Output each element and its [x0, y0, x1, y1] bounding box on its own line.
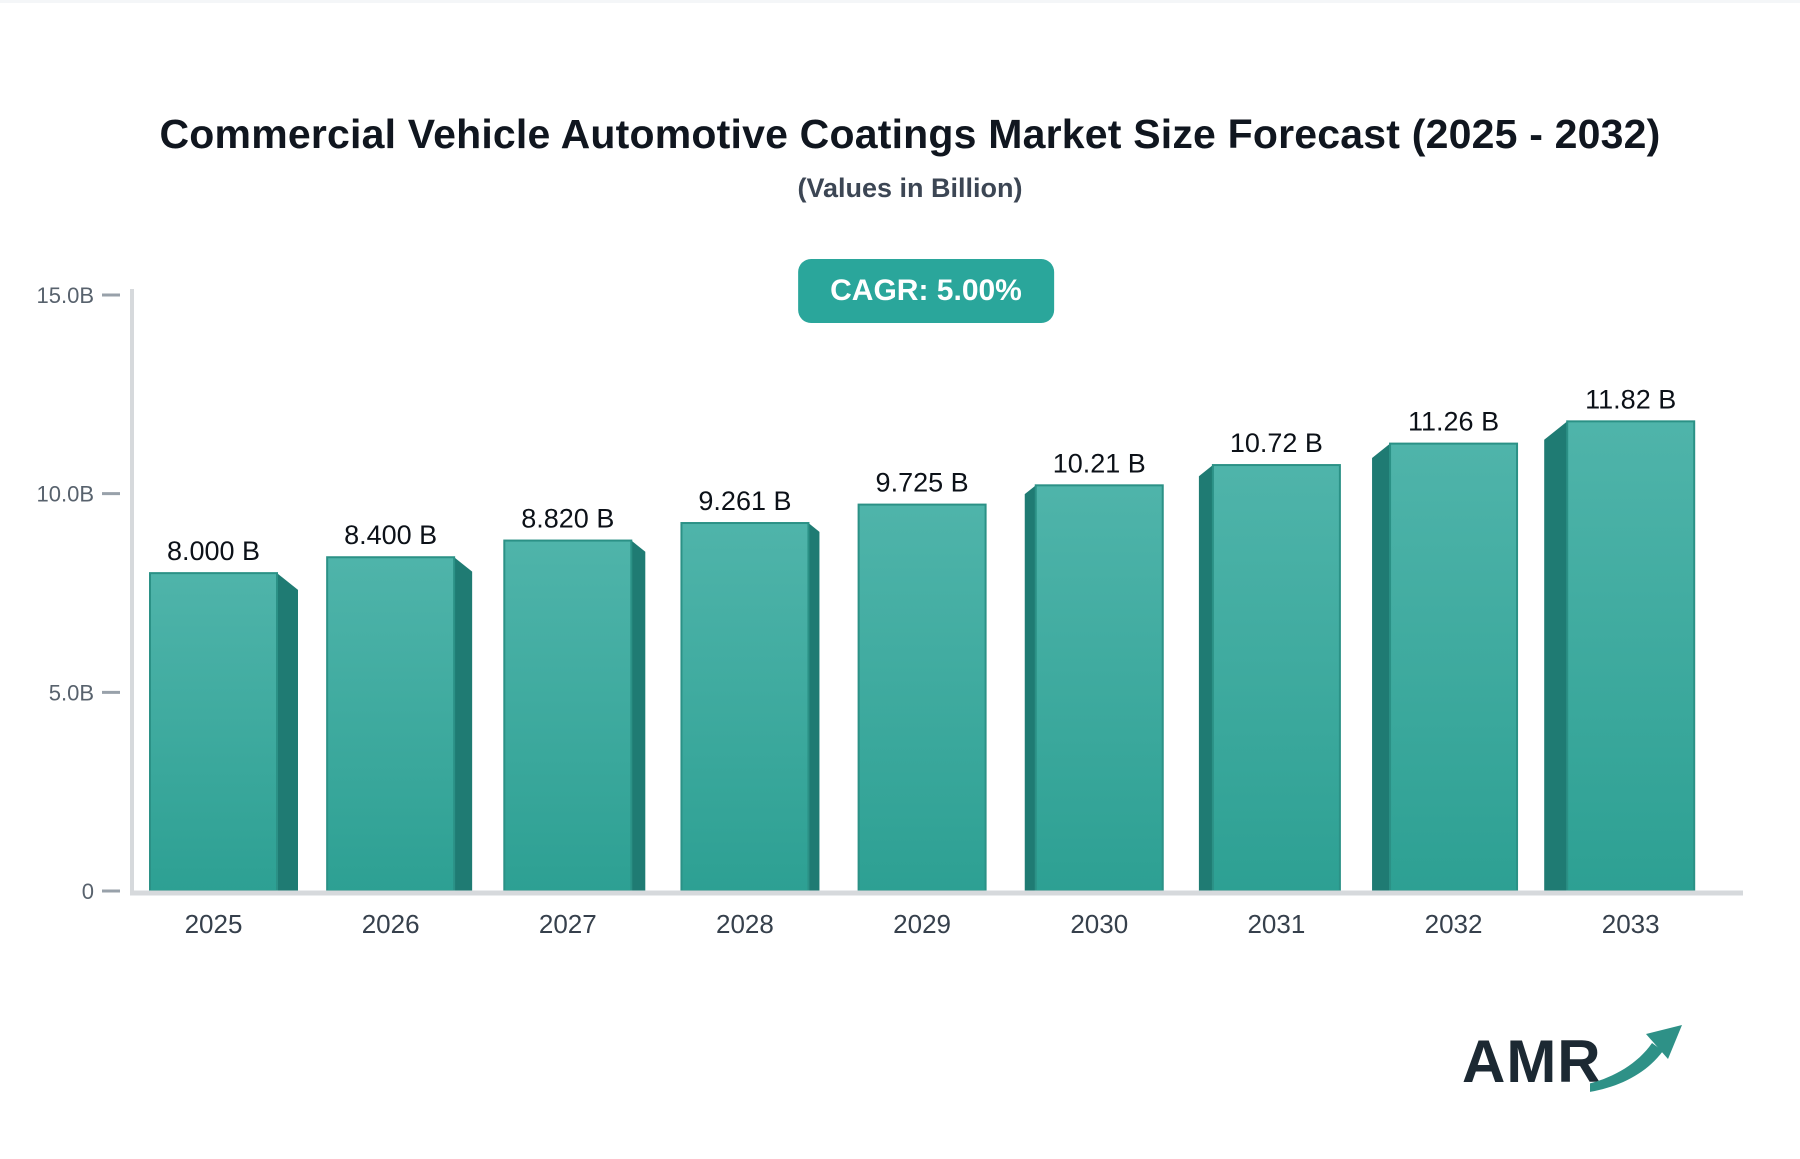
bar-side-face [631, 540, 646, 891]
bar-value-label: 11.26 B [1408, 407, 1499, 437]
bar-value-label: 11.82 B [1585, 384, 1676, 414]
x-axis-label: 2033 [1602, 909, 1660, 939]
bar-group-2031[interactable] [1198, 464, 1341, 892]
axis-lines [130, 289, 1743, 896]
bar-group-2028[interactable] [680, 522, 820, 892]
bar-face [1566, 420, 1696, 892]
bar-value-label: 9.725 B [876, 468, 969, 498]
x-axis-label: 2028 [716, 909, 774, 939]
bar-face [149, 572, 278, 893]
bar-group-2032[interactable] [1372, 442, 1519, 892]
bar-side-face [454, 557, 473, 891]
chart-subtitle: (Values in Billion) [797, 173, 1023, 203]
x-axis-label: 2025 [185, 909, 243, 939]
bar-face [1389, 442, 1519, 892]
cagr-badge: CAGR: 5.00% [798, 259, 1054, 323]
bar-value-label: 10.21 B [1053, 448, 1146, 478]
bar-value-label: 8.400 B [344, 520, 437, 550]
bar-value-label: 10.72 B [1230, 428, 1323, 458]
bar-side-face [277, 573, 298, 891]
y-tick-label: 0 [82, 879, 94, 904]
bar-side-face [1024, 485, 1036, 891]
x-axis-label: 2029 [893, 909, 951, 939]
x-axis-label: 2030 [1070, 909, 1128, 939]
bar-value-label: 8.820 B [521, 504, 614, 534]
bar-face [326, 556, 456, 892]
brand-logo: AMR [1462, 1017, 1682, 1107]
growth-arrow-icon [1590, 1025, 1682, 1092]
x-axis-label: 2031 [1247, 909, 1305, 939]
bar-value-label: 9.261 B [698, 486, 791, 516]
bar-side-face [1198, 465, 1213, 891]
y-tick-label: 10.0B [37, 482, 95, 507]
bar-group-2029[interactable] [857, 503, 987, 892]
bar-group-2026[interactable] [326, 556, 473, 892]
bar-group-2033[interactable] [1544, 420, 1696, 892]
bar-face [1034, 484, 1164, 892]
bar-side-face [808, 523, 820, 891]
chart-title: Commercial Vehicle Automotive Coatings M… [159, 111, 1661, 157]
x-axis-label: 2026 [362, 909, 420, 939]
y-tick-label: 5.0B [49, 680, 94, 705]
y-tick-label: 15.0B [37, 283, 95, 308]
bar-face [1211, 464, 1341, 892]
bar-face [857, 503, 987, 892]
brand-logo-text: AMR [1462, 1028, 1602, 1095]
bar-value-label: 8.000 B [167, 536, 260, 566]
axes: 15.0B 10.0B 5.0B 0 [37, 283, 120, 904]
x-axis-label: 2032 [1425, 909, 1483, 939]
bar-side-face [1544, 421, 1568, 891]
bar-face [503, 539, 633, 892]
bar-group-2030[interactable] [1024, 484, 1164, 892]
bar-series [149, 420, 1696, 893]
bar-group-2025[interactable] [149, 572, 298, 893]
bar-face [680, 522, 810, 892]
bar-side-face [1372, 443, 1391, 891]
x-axis-label: 2027 [539, 909, 597, 939]
bar-group-2027[interactable] [503, 539, 646, 892]
labels: 8.000 B 2025 8.400 B 2026 8.820 B 2027 9.261 B… [167, 384, 1676, 939]
